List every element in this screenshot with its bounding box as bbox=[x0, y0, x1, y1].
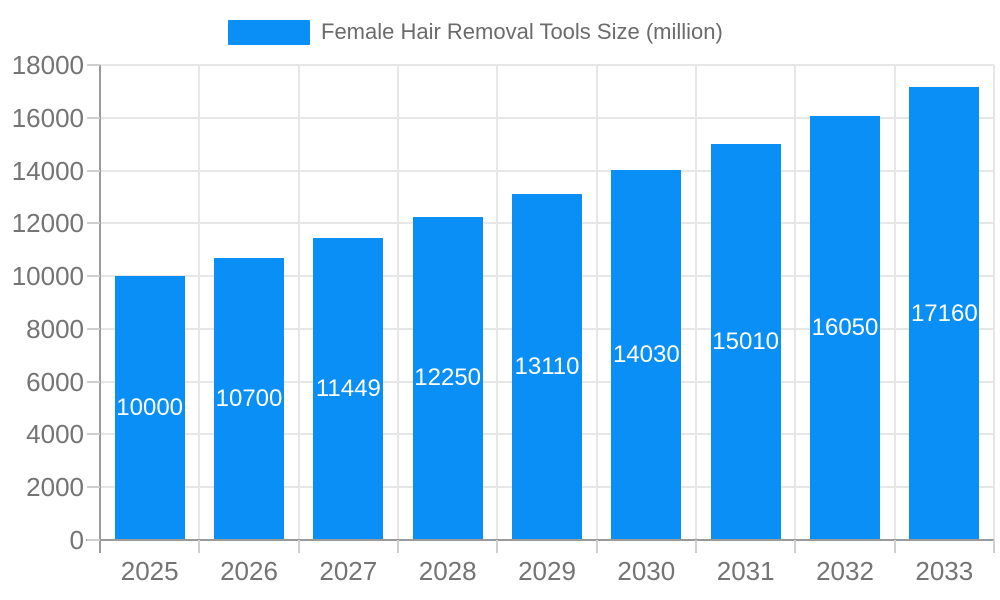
x-axis-tick-label: 2026 bbox=[220, 556, 278, 586]
x-axis-tick-label: 2032 bbox=[816, 556, 874, 586]
x-axis-tick bbox=[198, 540, 201, 553]
y-axis-tick-label: 6000 bbox=[26, 366, 84, 397]
x-gridline bbox=[595, 65, 598, 540]
x-gridline bbox=[993, 65, 995, 540]
y-gridline bbox=[100, 116, 994, 119]
y-axis-tick bbox=[87, 275, 100, 278]
x-axis-tick-label: 2031 bbox=[716, 556, 775, 586]
x-axis-tick bbox=[595, 540, 598, 553]
legend-label: Female Hair Removal Tools Size (million) bbox=[321, 19, 723, 44]
y-axis-tick-label: 4000 bbox=[26, 419, 84, 450]
x-gridline bbox=[496, 65, 499, 540]
x-gridline bbox=[893, 65, 896, 540]
bar-value-label: 11449 bbox=[315, 374, 381, 402]
bar-value-label: 10700 bbox=[215, 384, 283, 412]
x-axis-tick bbox=[297, 540, 300, 553]
x-gridline bbox=[198, 65, 201, 540]
bar-value-label: 12250 bbox=[414, 364, 482, 392]
x-axis-tick bbox=[397, 540, 399, 553]
bar[interactable]: 10700 bbox=[214, 257, 284, 540]
y-axis-tick bbox=[87, 539, 100, 541]
x-axis-tick bbox=[695, 540, 697, 553]
x-axis-tick-label: 2028 bbox=[418, 556, 477, 586]
bar-value-label: 10000 bbox=[116, 394, 184, 422]
bar[interactable]: 17160 bbox=[909, 87, 980, 540]
y-axis-tick bbox=[87, 486, 100, 489]
y-axis-line bbox=[99, 65, 101, 553]
y-axis-tick bbox=[87, 380, 100, 383]
y-axis-tick-label: 14000 bbox=[11, 155, 84, 186]
legend[interactable]: Female Hair Removal Tools Size (million) bbox=[228, 19, 723, 45]
x-axis-line bbox=[86, 539, 994, 541]
bar-value-label: 14030 bbox=[612, 340, 680, 368]
y-axis-tick-label: 2000 bbox=[26, 472, 84, 503]
y-axis-tick bbox=[87, 169, 100, 172]
y-gridline bbox=[100, 64, 994, 66]
bar-value-label: 13110 bbox=[514, 353, 580, 380]
y-axis-tick-label: 8000 bbox=[26, 313, 84, 344]
x-axis-tick-label: 2030 bbox=[617, 556, 676, 586]
x-axis-tick-label: 2033 bbox=[915, 556, 974, 586]
bar[interactable]: 12250 bbox=[412, 216, 483, 540]
x-axis-tick-label: 2025 bbox=[120, 556, 179, 586]
x-axis-tick bbox=[993, 540, 995, 553]
y-axis-tick bbox=[87, 327, 100, 330]
bar[interactable]: 13110 bbox=[512, 194, 582, 540]
y-axis-tick-label: 12000 bbox=[11, 208, 84, 239]
y-axis-tick bbox=[87, 116, 100, 119]
bar[interactable]: 10000 bbox=[114, 276, 185, 540]
bar-value-label: 15010 bbox=[712, 327, 780, 355]
x-gridline bbox=[794, 65, 797, 540]
bar-value-label: 16050 bbox=[811, 314, 879, 342]
y-axis-tick-label: 0 bbox=[69, 525, 84, 555]
y-axis-tick bbox=[87, 222, 100, 225]
x-gridline bbox=[695, 65, 697, 540]
bar-value-label: 17160 bbox=[910, 299, 978, 327]
bar[interactable]: 14030 bbox=[611, 169, 682, 540]
x-gridline bbox=[397, 65, 399, 540]
x-axis-tick bbox=[794, 540, 797, 553]
x-axis-tick-label: 2027 bbox=[319, 556, 378, 586]
y-axis-tick-label: 10000 bbox=[11, 261, 84, 292]
bar[interactable]: 15010 bbox=[710, 143, 781, 540]
y-axis-tick-label: 18000 bbox=[11, 50, 84, 80]
x-axis-tick bbox=[893, 540, 896, 553]
y-axis-tick bbox=[87, 433, 100, 436]
y-axis-tick-label: 16000 bbox=[11, 102, 84, 133]
x-axis-tick-label: 2029 bbox=[518, 556, 576, 586]
legend-swatch bbox=[228, 19, 310, 45]
y-gridline bbox=[100, 169, 994, 172]
x-axis-tick bbox=[496, 540, 499, 553]
y-axis-tick bbox=[87, 64, 100, 66]
x-gridline bbox=[297, 65, 300, 540]
bar[interactable]: 16050 bbox=[810, 116, 880, 540]
plot-area: 10000 10700 11449 12250 13110 14030 15010 16050… bbox=[100, 64, 995, 540]
bar[interactable]: 11449 bbox=[313, 237, 384, 540]
